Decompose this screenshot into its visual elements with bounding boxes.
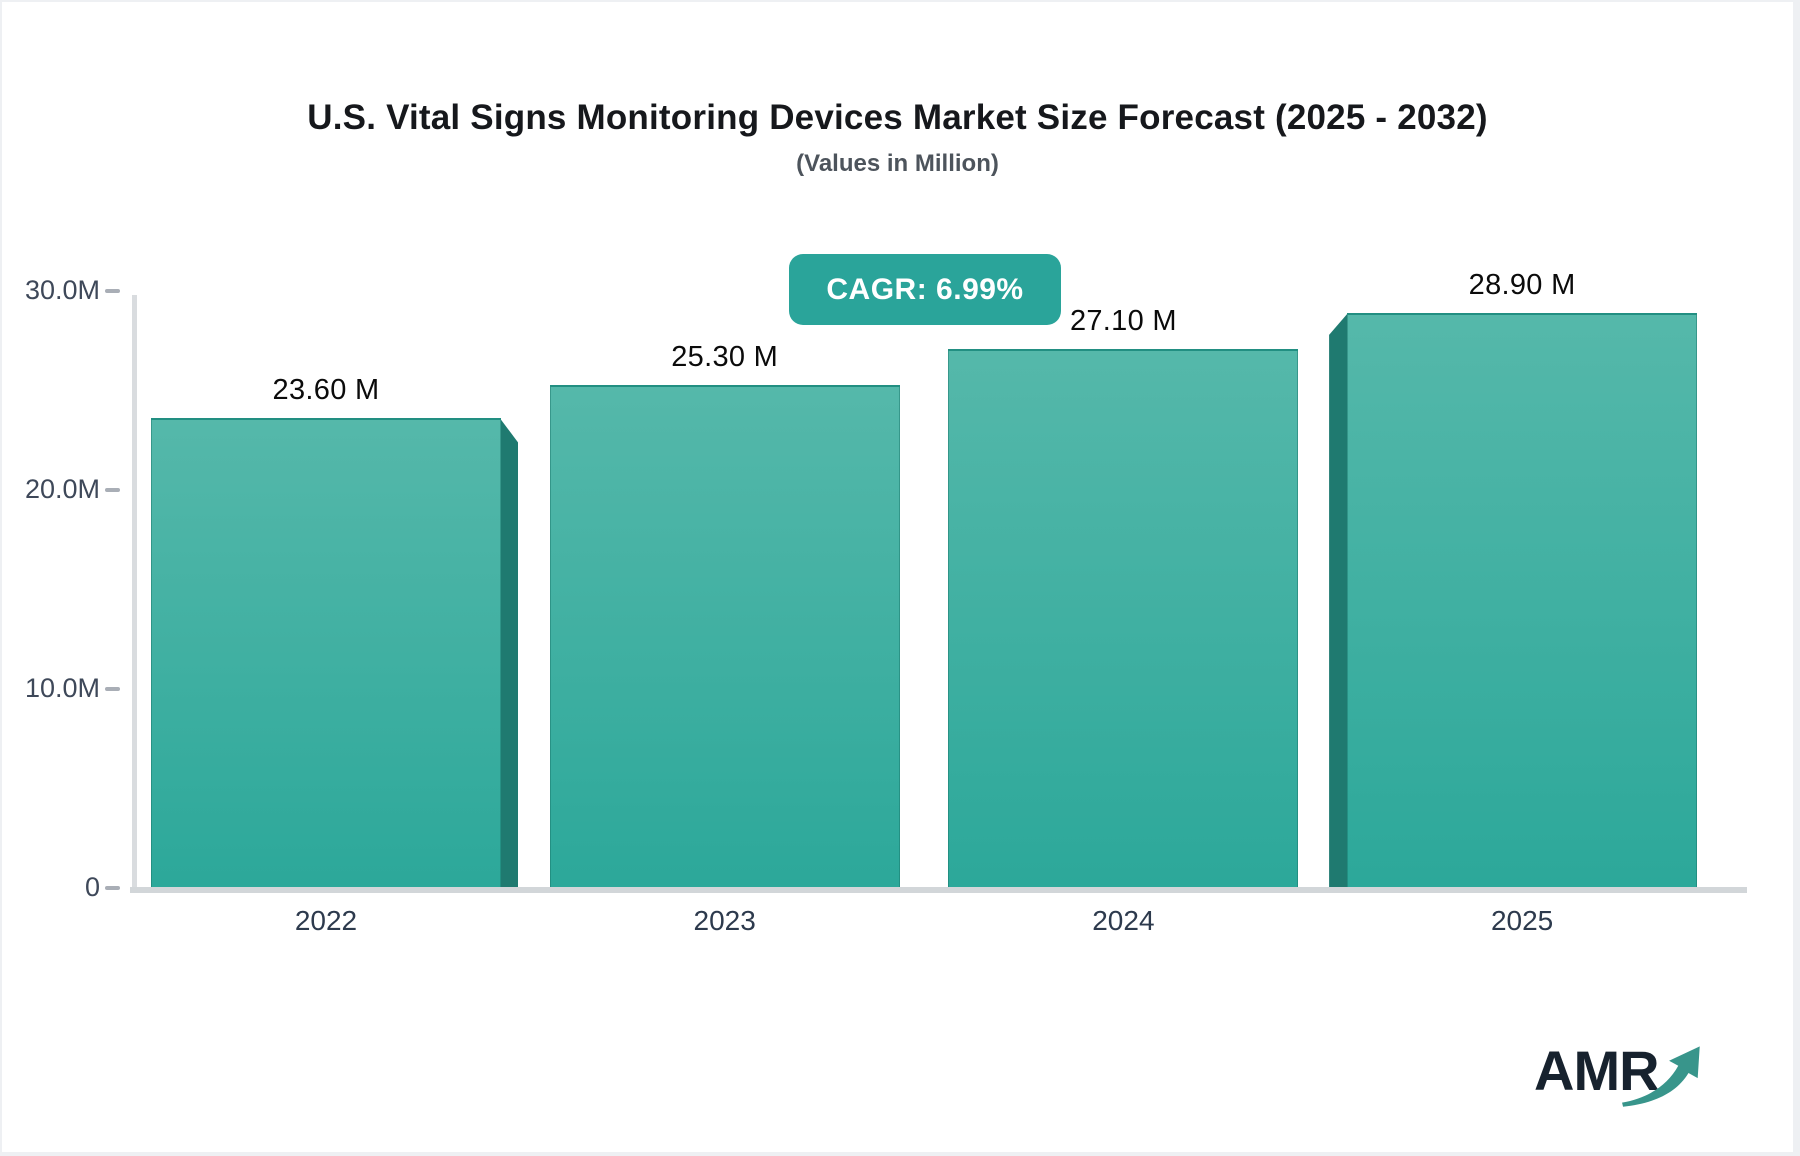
y-axis-tick-label-0: 0 (84, 872, 100, 902)
amr-logo-text: AMR (1534, 1039, 1660, 1102)
y-axis-tick-label-20.0M: 20.0M (24, 474, 100, 504)
cagr-badge-label: CAGR: 6.99% (826, 272, 1024, 306)
x-axis-label-2025: 2025 (1490, 905, 1554, 936)
amr-logo: AMR (1534, 1032, 1714, 1112)
bar-value-label-2025: 28.90 M (1468, 268, 1576, 301)
x-axis-label-2023: 2023 (693, 905, 756, 936)
bar-value-label-2022: 23.60 M (272, 374, 380, 407)
growth-arrow-icon (1622, 1046, 1700, 1107)
bar-2025 (1347, 312, 1698, 888)
y-axis-line (132, 295, 137, 889)
bar-value-label-2023: 25.30 M (671, 340, 779, 373)
bar-3d-side-2025 (1329, 312, 1349, 888)
y-axis-tick-mark (105, 886, 120, 890)
y-axis-tick-label-30.0M: 30.0M (24, 275, 100, 305)
x-axis-label-2022: 2022 (294, 905, 358, 936)
y-axis-tick-mark (105, 687, 120, 691)
y-axis-tick-mark (105, 488, 120, 492)
x-axis-label-2024: 2024 (1092, 905, 1155, 936)
bar-2022 (151, 418, 501, 888)
chart-subtitle: (Values in Million) (796, 150, 999, 177)
bar-value-label-2024: 27.10 M (1069, 304, 1177, 337)
bar-2023 (549, 384, 900, 888)
y-axis-tick-label-10.0M: 10.0M (24, 673, 100, 703)
y-axis-tick-mark (105, 289, 120, 293)
bar-3d-side-2022 (500, 418, 518, 888)
bar-2024 (948, 348, 1299, 888)
x-axis-baseline (130, 887, 1747, 893)
chart-title: U.S. Vital Signs Monitoring Devices Mark… (307, 98, 1488, 137)
cagr-badge: CAGR: 6.99% (789, 254, 1061, 325)
